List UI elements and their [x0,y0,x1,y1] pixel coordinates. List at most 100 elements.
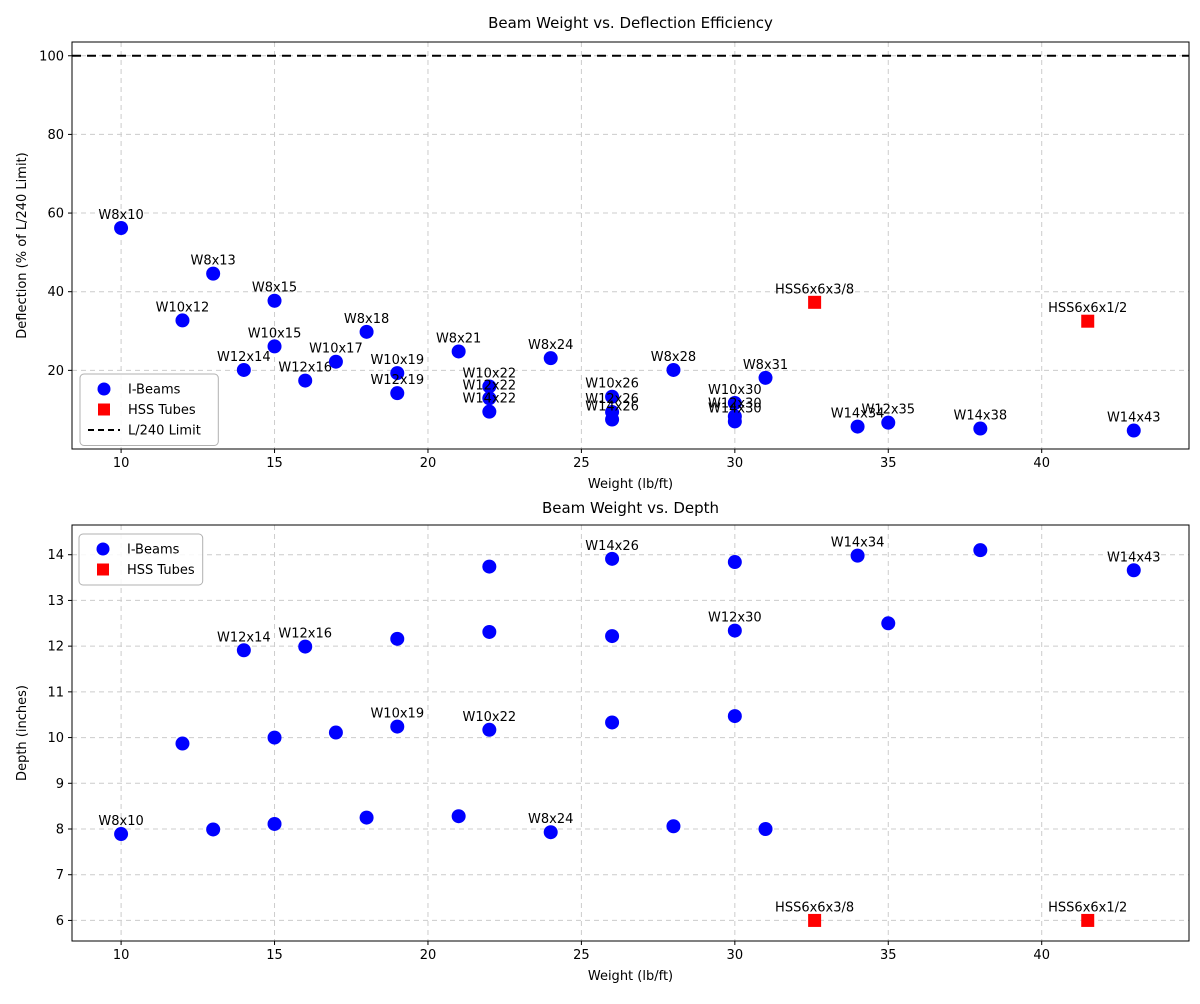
y-tick-label: 6 [56,914,64,929]
chart-title: Beam Weight vs. Depth [542,499,719,517]
x-tick-label: 40 [1033,456,1050,471]
y-tick-label: 20 [47,364,64,379]
data-point-W12x19 [390,386,405,401]
data-point-W8x15 [267,293,282,308]
point-label: W12x30 [708,396,762,411]
x-tick-label: 20 [420,948,437,963]
point-label: W8x15 [252,281,297,296]
legend-box [79,373,219,446]
legend-entry-label: HSS Tubes [128,403,196,418]
data-point-W12x22 [482,391,497,406]
y-tick-label: 11 [47,685,64,700]
data-point-HSS6x6x1/2 [1081,913,1095,927]
x-tick-label: 25 [573,456,590,471]
x-tick-label: 35 [880,456,897,471]
legend-entry-label: I-Beams [127,543,180,558]
point-label: W10x12 [156,300,210,315]
x-tick-label: 35 [880,948,897,963]
point-label: HSS6x6x1/2 [1048,900,1127,915]
point-label: W8x21 [436,331,481,346]
point-label: W10x19 [370,707,424,722]
chart-deflection: 10 15 20 25 30 35 40 20 40 60 80 100 Beam Weight vs.… [15,14,1190,492]
data-point-W12x16 [298,373,313,388]
point-label: W12x35 [861,403,915,418]
data-point-W10x17 [328,354,343,369]
y-tick-label: 100 [39,49,64,64]
data-point-W12x16 [298,639,313,654]
y-tick-label: 7 [56,868,64,883]
y-tick-label: 80 [47,128,64,143]
data-point-W8x13 [206,266,221,281]
data-point-W10x22 [482,722,497,737]
data-point-W14x26 [605,551,620,566]
data-point-W14x38 [973,543,988,558]
data-point-W10x26 [605,715,620,730]
point-label: W8x24 [528,812,573,827]
point-label: W12x26 [585,392,639,407]
data-point-W8x31 [758,370,773,385]
data-point-W10x30 [727,395,742,410]
data-point-W8x28 [666,362,681,377]
data-point-W14x34 [850,548,865,563]
data-point-W10x19 [390,366,405,381]
legend: I-Beams HSS Tubes L/240 Limit [79,373,219,446]
x-axis-label: Weight (lb/ft) [588,969,673,984]
point-label: W14x26 [585,400,639,415]
legend-marker-square [98,403,110,416]
plot-frame [71,41,1190,450]
point-label: W8x28 [651,350,696,365]
data-point-W14x30 [727,555,742,570]
point-label: W8x13 [190,254,235,269]
point-label: W10x26 [585,377,639,392]
y-axis-label: Depth (inches) [15,685,30,781]
legend-box [78,533,204,586]
plot-frame [71,524,1190,942]
data-point-W14x30 [727,414,742,429]
data-point-W12x14 [236,362,251,377]
data-point-W12x19 [390,631,405,646]
y-tick-label: 13 [47,594,64,609]
point-label: W14x34 [831,536,885,551]
point-label: W14x43 [1107,550,1161,565]
data-point-W10x15 [267,730,282,745]
point-label: W12x19 [370,373,424,388]
point-label: W12x16 [278,627,332,642]
y-tick-label: 14 [47,548,64,563]
data-point-W10x17 [328,725,343,740]
chart-depth: 10 15 20 25 30 35 40 6 7 8 9 10 11 12 13 14 Beam Weight … [15,499,1190,984]
data-point-W10x12 [175,736,190,751]
point-label: W14x43 [1107,411,1161,426]
point-label: W12x16 [278,361,332,376]
x-tick-label: 40 [1033,948,1050,963]
data-point-W8x24 [543,825,558,840]
point-label: W8x10 [98,814,143,829]
point-label: W10x17 [309,342,363,357]
data-point-W8x10 [114,221,129,236]
point-label: W12x14 [217,630,271,645]
y-tick-label: 8 [56,823,64,838]
point-label: W14x26 [585,539,639,554]
point-label: HSS6x6x1/2 [1048,301,1127,316]
point-label: W10x22 [463,366,517,381]
point-label: W12x22 [463,378,517,393]
x-tick-label: 15 [266,456,283,471]
data-point-W10x22 [482,379,497,394]
point-label: W8x18 [344,312,389,327]
data-point-W14x43 [1126,563,1141,578]
x-tick-label: 30 [727,948,744,963]
legend-marker-square [97,563,109,576]
data-point-W10x19 [390,719,405,734]
data-point-W8x24 [543,351,558,366]
legend-marker-circle [96,542,110,556]
data-point-W14x26 [605,412,620,427]
point-label: W14x22 [463,392,517,407]
legend: I-Beams HSS Tubes [78,533,204,586]
data-point-HSS6x6x3/8 [808,295,822,309]
legend-entry-label: HSS Tubes [127,563,195,578]
data-point-W14x22 [482,559,497,574]
point-label: W10x22 [463,710,517,725]
data-point-W8x10 [114,827,129,842]
data-point-W10x30 [727,709,742,724]
data-point-W14x38 [973,421,988,436]
